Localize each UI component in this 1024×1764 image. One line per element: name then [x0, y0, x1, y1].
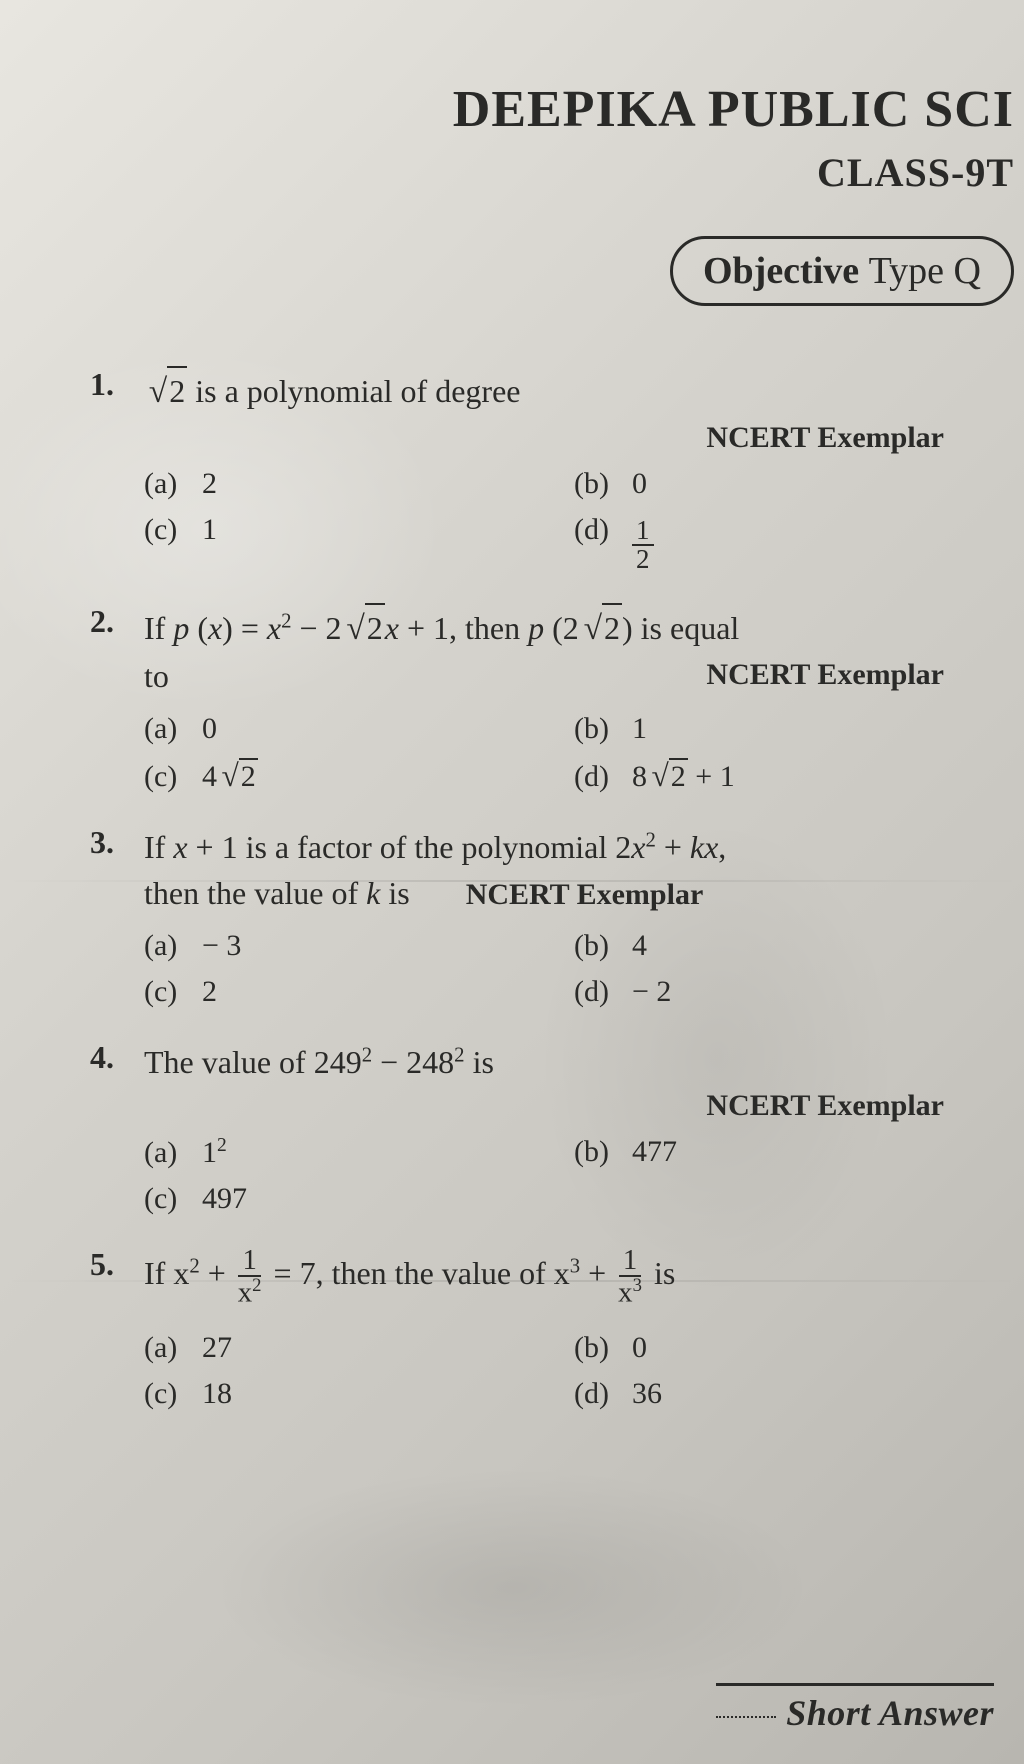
question-number: 2.	[90, 603, 130, 640]
option-d: (d) 12	[574, 513, 984, 573]
option-c: (c)497	[144, 1182, 554, 1216]
footer-section-label: Short Answer	[716, 1683, 994, 1734]
class-line: CLASS-9T	[90, 149, 1014, 196]
question-1: 1. 2 is a polynomial of degree NCERT Exe…	[90, 366, 984, 573]
source-tag: NCERT Exemplar	[90, 1089, 944, 1123]
question-number: 5.	[90, 1246, 130, 1283]
options: (a)12 (b)477 (c)497	[144, 1135, 984, 1216]
option-b: (b)0	[574, 467, 984, 501]
option-b: (b)0	[574, 1331, 984, 1365]
question-text: If p (x) = x2 − 22x + 1, then p (22) is …	[144, 603, 984, 700]
option-c: (c)18	[144, 1377, 554, 1411]
options: (a)27 (b)0 (c)18 (d)36	[144, 1331, 984, 1411]
options: (a)2 (b)0 (c)1 (d) 12	[144, 467, 984, 573]
question-text: If x + 1 is a factor of the polynomial 2…	[144, 824, 984, 917]
option-a: (a)0	[144, 712, 554, 746]
option-d: (d)36	[574, 1377, 984, 1411]
option-b: (b)477	[574, 1135, 984, 1170]
option-c: (c)2	[144, 975, 554, 1009]
option-a: (a)− 3	[144, 929, 554, 963]
question-5: 5. If x2 + 1x2 = 7, then the value of x3…	[90, 1246, 984, 1411]
source-tag: NCERT Exemplar	[90, 421, 944, 455]
question-3: 3. If x + 1 is a factor of the polynomia…	[90, 824, 984, 1009]
option-d: (d)− 2	[574, 975, 984, 1009]
option-a: (a)27	[144, 1331, 554, 1365]
source-tag: NCERT Exemplar	[466, 878, 704, 911]
questions-list: 1. 2 is a polynomial of degree NCERT Exe…	[90, 366, 984, 1411]
option-d	[574, 1182, 984, 1216]
question-text: 2 is a polynomial of degree	[144, 366, 984, 417]
badge-sub: Type Q	[869, 250, 981, 292]
option-b: (b)4	[574, 929, 984, 963]
badge-main: Objective	[703, 250, 859, 292]
question-2: 2. If p (x) = x2 − 22x + 1, then p (22) …	[90, 603, 984, 794]
question-number: 3.	[90, 824, 130, 861]
options: (a)0 (b)1 (c)42 (d)82 + 1	[144, 712, 984, 794]
question-text: If x2 + 1x2 = 7, then the value of x3 + …	[144, 1246, 984, 1307]
option-a: (a)2	[144, 467, 554, 501]
question-number: 4.	[90, 1039, 130, 1076]
option-c: (c)42	[144, 758, 554, 794]
question-4: 4. The value of 2492 − 2482 is NCERT Exe…	[90, 1039, 984, 1216]
option-c: (c)1	[144, 513, 554, 573]
option-d: (d)82 + 1	[574, 758, 984, 794]
option-a: (a)12	[144, 1135, 554, 1170]
option-b: (b)1	[574, 712, 984, 746]
options: (a)− 3 (b)4 (c)2 (d)− 2	[144, 929, 984, 1009]
question-number: 1.	[90, 366, 130, 403]
question-text: The value of 2492 − 2482 is	[144, 1039, 984, 1085]
section-badge: Objective Type Q	[670, 236, 1014, 306]
page-title: DEEPIKA PUBLIC SCI	[90, 80, 1014, 139]
source-tag: NCERT Exemplar	[706, 653, 944, 697]
